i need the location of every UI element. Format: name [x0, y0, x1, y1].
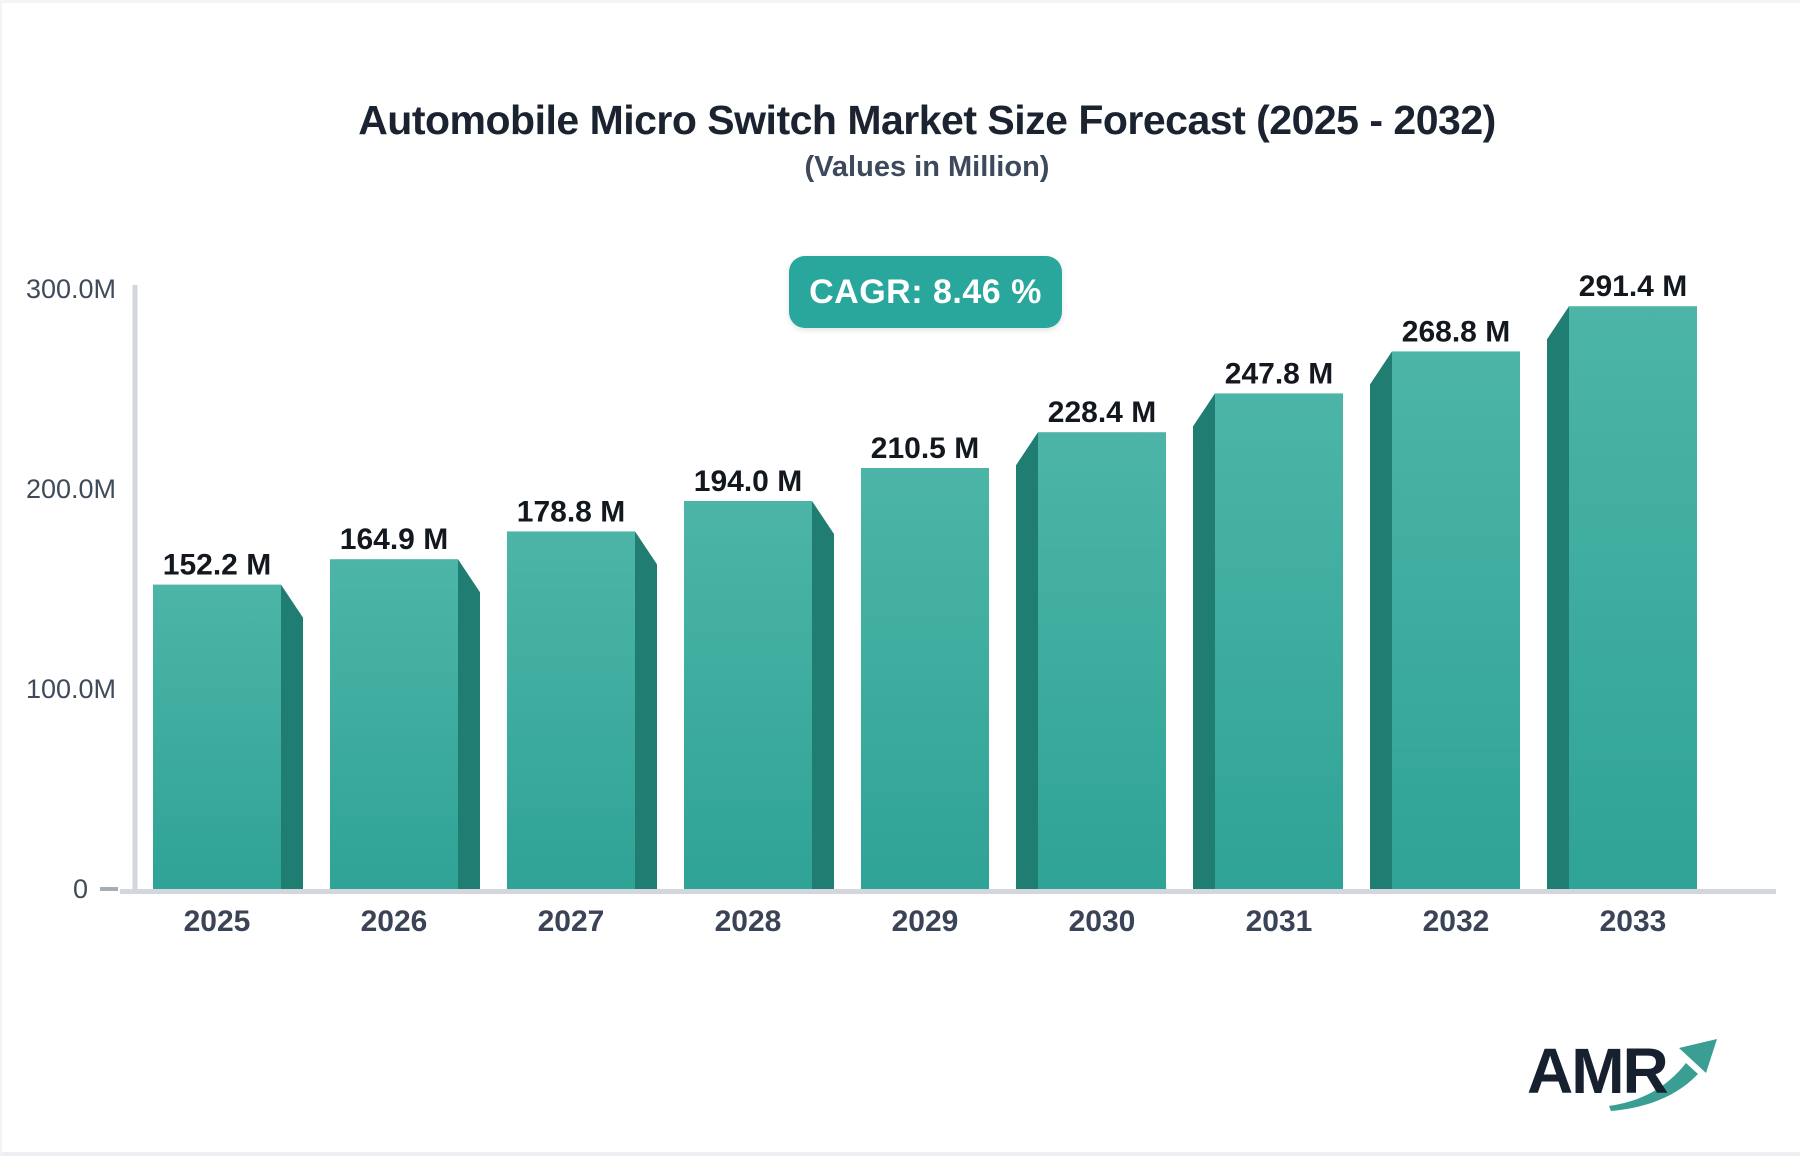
y-tick-label: 200.0M: [26, 474, 116, 504]
chart-subtitle: (Values in Million): [804, 151, 1050, 183]
x-tick-label: 2032: [1423, 905, 1490, 938]
x-tick-label: 2031: [1246, 905, 1313, 938]
bar-face: [1215, 393, 1343, 889]
y-tick-label: 300.0M: [26, 274, 116, 304]
bar-value-label: 268.8 M: [1402, 315, 1510, 348]
cagr-badge-label: CAGR: 8.46 %: [809, 272, 1042, 311]
bar-side: [812, 501, 834, 889]
cagr-badge: CAGR: 8.46 %: [789, 256, 1062, 328]
x-tick-label: 2030: [1069, 905, 1136, 938]
bar-face: [1038, 432, 1166, 889]
logo-growth-arrow-icon: [1609, 1039, 1717, 1111]
bar-side: [281, 584, 303, 889]
bar-face: [684, 501, 812, 889]
bar-face: [861, 468, 989, 889]
labels: 0 100.0M 200.0M 300.0M 152.2 M 2025 164.9 M 202…: [26, 270, 1687, 938]
bar-value-label: 152.2 M: [163, 549, 271, 582]
bar-face: [330, 559, 458, 889]
bar-value-label: 178.8 M: [517, 495, 625, 528]
bar-side: [1547, 306, 1569, 889]
axes: [100, 285, 1776, 894]
bar-face: [1392, 351, 1520, 889]
logo-text: AMR: [1527, 1035, 1669, 1107]
bar-chart: 0 100.0M 200.0M 300.0M 152.2 M 2025 164.9 M 202…: [26, 270, 1776, 938]
bar-value-label: 164.9 M: [340, 523, 448, 556]
x-tick-label: 2026: [361, 905, 428, 938]
amr-logo: AMR: [1527, 1031, 1727, 1123]
bar-face: [507, 531, 635, 889]
x-tick-label: 2028: [715, 905, 782, 938]
x-tick-label: 2027: [538, 905, 605, 938]
bar-value-label: 228.4 M: [1048, 396, 1156, 429]
bar-side: [1016, 432, 1038, 889]
bar-value-label: 247.8 M: [1225, 357, 1333, 390]
bar-face: [153, 584, 281, 889]
y-tick-label: 0: [73, 874, 88, 904]
bar-value-label: 291.4 M: [1579, 270, 1687, 303]
x-tick-label: 2033: [1600, 905, 1667, 938]
chart-title: Automobile Micro Switch Market Size Fore…: [358, 97, 1496, 143]
bar-side: [635, 531, 657, 889]
bar-value-label: 194.0 M: [694, 465, 802, 498]
bar-side: [458, 559, 480, 889]
x-tick-label: 2029: [892, 905, 959, 938]
y-tick-label: 100.0M: [26, 674, 116, 704]
bar-face: [1569, 306, 1697, 889]
bar-side: [1370, 351, 1392, 889]
bar-side: [1193, 393, 1215, 889]
x-tick-label: 2025: [184, 905, 251, 938]
bars: [153, 306, 1697, 889]
bar-value-label: 210.5 M: [871, 432, 979, 465]
